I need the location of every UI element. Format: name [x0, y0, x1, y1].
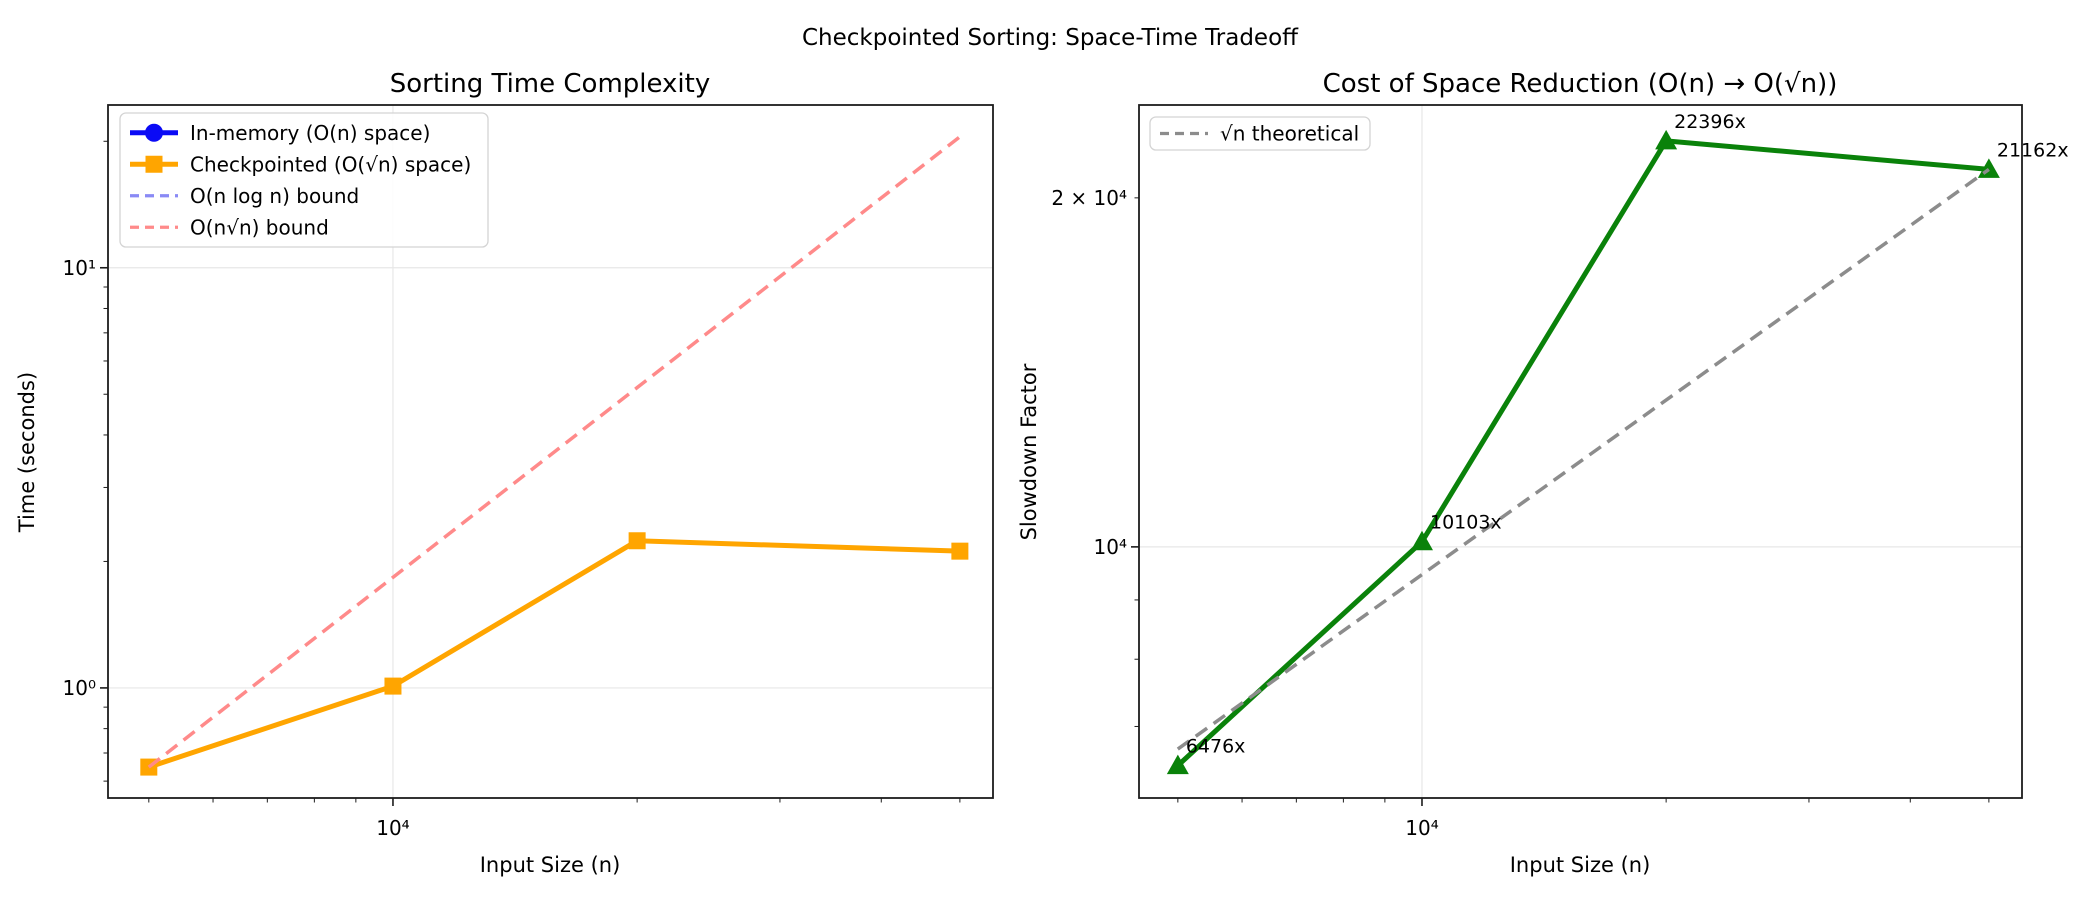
- axes-frame: [107, 104, 994, 799]
- data-point-measured-slowdown: [1410, 530, 1433, 551]
- x-tick-label: 10⁴: [1405, 816, 1438, 840]
- right-plot-xlabel: Input Size (n): [1510, 853, 1651, 877]
- series-layer: [140, 135, 969, 776]
- y-tick-label: 10⁰: [63, 676, 96, 700]
- right-subplot: 6476x 10103x 22396x 21162x 10⁴ 10⁴ 2 × 10⁴ √n t…: [1017, 69, 2069, 877]
- legend-label: Checkpointed (O(√n) space): [190, 152, 471, 176]
- legend-box: [119, 112, 489, 248]
- annotation-22396x: 22396x: [1674, 111, 1746, 133]
- left-subplot: 10⁴ 10⁰ 10¹ In-memory (O(n) space) Checkpoin…: [15, 69, 994, 877]
- data-point-checkpointed-o-n-space: [951, 542, 969, 560]
- annotation-21162x: 21162x: [1997, 139, 2069, 161]
- y-tick-label: 10⁴: [1094, 535, 1127, 559]
- legend-label: √n theoretical: [1220, 122, 1359, 146]
- series-line-n-theoretical: [1176, 167, 1990, 751]
- legend-label: O(n log n) bound: [190, 184, 359, 208]
- y-tick-label: 10¹: [63, 256, 96, 280]
- series-line-measured-slowdown: [1176, 138, 1990, 768]
- left-plot-area: 10⁴ 10⁰ 10¹ In-memory (O(n) space) Checkpoin…: [63, 104, 994, 840]
- data-point-checkpointed-o-n-space: [628, 532, 646, 550]
- legend-marker-checkpointed-o-n-space: [145, 155, 163, 173]
- legend-box: [1149, 116, 1371, 151]
- figure-suptitle: Checkpointed Sorting: Space-Time Tradeof…: [802, 25, 1299, 51]
- y-tick-label: 2 × 10⁴: [1051, 186, 1127, 210]
- data-point-checkpointed-o-n-space: [384, 677, 402, 695]
- annotation-6476x: 6476x: [1186, 736, 1246, 758]
- x-tick-label: 10⁴: [376, 816, 409, 840]
- legend-label: O(n√n) bound: [190, 215, 329, 239]
- series-layer: [1166, 129, 2000, 775]
- left-plot-ylabel: Time (seconds): [15, 372, 39, 533]
- legend-label: In-memory (O(n) space): [190, 121, 430, 145]
- axes-frame: [1138, 104, 2023, 799]
- series-line-checkpointed-o-n-space: [148, 538, 960, 770]
- data-point-measured-slowdown: [1166, 754, 1189, 775]
- right-plot-ylabel: Slowdown Factor: [1017, 363, 1041, 540]
- left-plot-title: Sorting Time Complexity: [390, 69, 711, 99]
- right-plot-area: 6476x 10103x 22396x 21162x 10⁴ 10⁴ 2 × 10⁴ √n t…: [1051, 104, 2069, 840]
- left-plot-xlabel: Input Size (n): [480, 853, 621, 877]
- series-line-o-n-n-bound: [147, 135, 961, 769]
- right-plot-title: Cost of Space Reduction (O(n) → O(√n)): [1323, 69, 1838, 99]
- annotation-10103x: 10103x: [1430, 512, 1502, 534]
- legend-marker-in-memory-o-n-space: [145, 123, 163, 142]
- data-point-measured-slowdown: [1655, 129, 1678, 150]
